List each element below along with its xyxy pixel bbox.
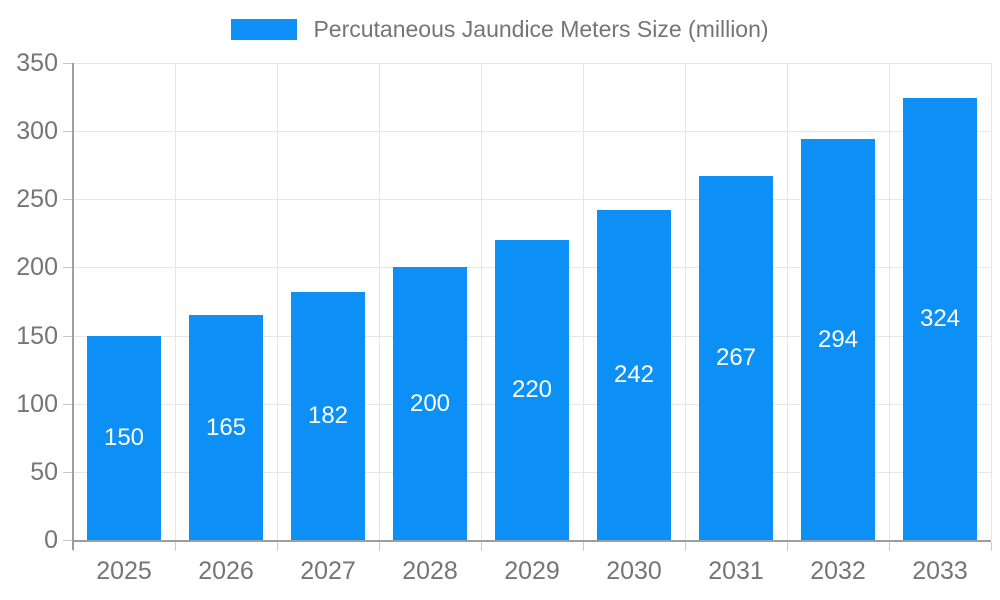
bar-2028[interactable]: 200	[393, 267, 467, 540]
x-axis-tick	[583, 542, 584, 551]
x-axis-tick-label: 2030	[606, 557, 662, 585]
v-gridline	[379, 63, 380, 540]
y-axis-tick	[63, 335, 73, 337]
bar-2025[interactable]: 150	[87, 335, 161, 540]
x-axis-tick-label: 2028	[402, 557, 458, 585]
v-gridline	[583, 63, 584, 540]
x-axis-tick	[889, 542, 890, 551]
v-gridline	[889, 63, 890, 540]
bar-value-label: 267	[715, 344, 757, 372]
x-axis-tick-label: 2033	[912, 557, 968, 585]
x-axis-tick-label: 2026	[198, 557, 254, 585]
v-gridline	[175, 63, 176, 540]
y-axis-tick-label: 100	[16, 389, 58, 418]
bar-2029[interactable]: 220	[495, 240, 569, 540]
x-axis-tick	[991, 542, 992, 551]
legend-label[interactable]: Percutaneous Jaundice Meters Size (milli…	[313, 16, 769, 42]
x-axis-tick	[175, 542, 176, 551]
y-axis-tick	[63, 267, 73, 269]
bar-value-label: 150	[103, 423, 145, 451]
bar-value-label: 294	[817, 325, 859, 353]
bar-value-label: 182	[307, 401, 349, 429]
x-axis-line	[73, 540, 991, 542]
y-axis-tick-label: 50	[30, 457, 58, 486]
y-axis-tick-label: 350	[16, 49, 58, 77]
y-axis-tick	[63, 199, 73, 201]
y-axis-tick	[63, 540, 73, 541]
h-gridline	[73, 199, 991, 201]
x-axis-tick-label: 2029	[504, 557, 560, 585]
bar-value-label: 220	[511, 376, 553, 404]
bar-2027[interactable]: 182	[291, 291, 365, 540]
x-axis-tick	[481, 542, 482, 551]
y-axis-tick-label: 300	[16, 117, 58, 146]
legend-swatch[interactable]	[231, 19, 298, 40]
y-axis-tick	[63, 63, 73, 64]
x-axis-tick-label: 2027	[300, 557, 356, 585]
x-axis-tick	[277, 542, 278, 551]
x-axis-tick	[787, 542, 788, 551]
bar-value-label: 200	[409, 389, 451, 417]
y-axis-tick	[63, 471, 73, 473]
bar-value-label: 165	[205, 413, 247, 441]
v-gridline	[481, 63, 482, 540]
bar-2032[interactable]: 294	[801, 139, 875, 540]
bar-2033[interactable]: 324	[903, 98, 977, 540]
y-axis-tick-label: 150	[16, 321, 58, 350]
y-axis-tick-label: 0	[44, 526, 58, 554]
bar-value-label: 324	[919, 305, 961, 333]
chart-legend: Percutaneous Jaundice Meters Size (milli…	[0, 16, 1000, 43]
y-axis-tick-label: 250	[16, 185, 58, 214]
v-gridline	[787, 63, 788, 540]
v-gridline	[685, 63, 686, 540]
x-axis-tick	[685, 542, 686, 551]
x-axis-tick	[379, 542, 380, 551]
x-axis-tick-label: 2032	[810, 557, 866, 585]
bar-2030[interactable]: 242	[597, 210, 671, 540]
y-axis-tick	[63, 403, 73, 405]
h-gridline	[73, 131, 991, 133]
v-gridline	[991, 63, 992, 540]
x-axis-tick-label: 2025	[96, 557, 152, 585]
y-axis-tick-label: 200	[16, 253, 58, 282]
x-axis-tick-label: 2031	[708, 557, 764, 585]
h-gridline	[73, 63, 991, 64]
bar-value-label: 242	[613, 361, 655, 389]
y-axis-line	[72, 63, 74, 550]
bar-2031[interactable]: 267	[699, 176, 773, 540]
y-axis-tick	[63, 131, 73, 133]
v-gridline	[277, 63, 278, 540]
bar-2026[interactable]: 165	[189, 315, 263, 540]
